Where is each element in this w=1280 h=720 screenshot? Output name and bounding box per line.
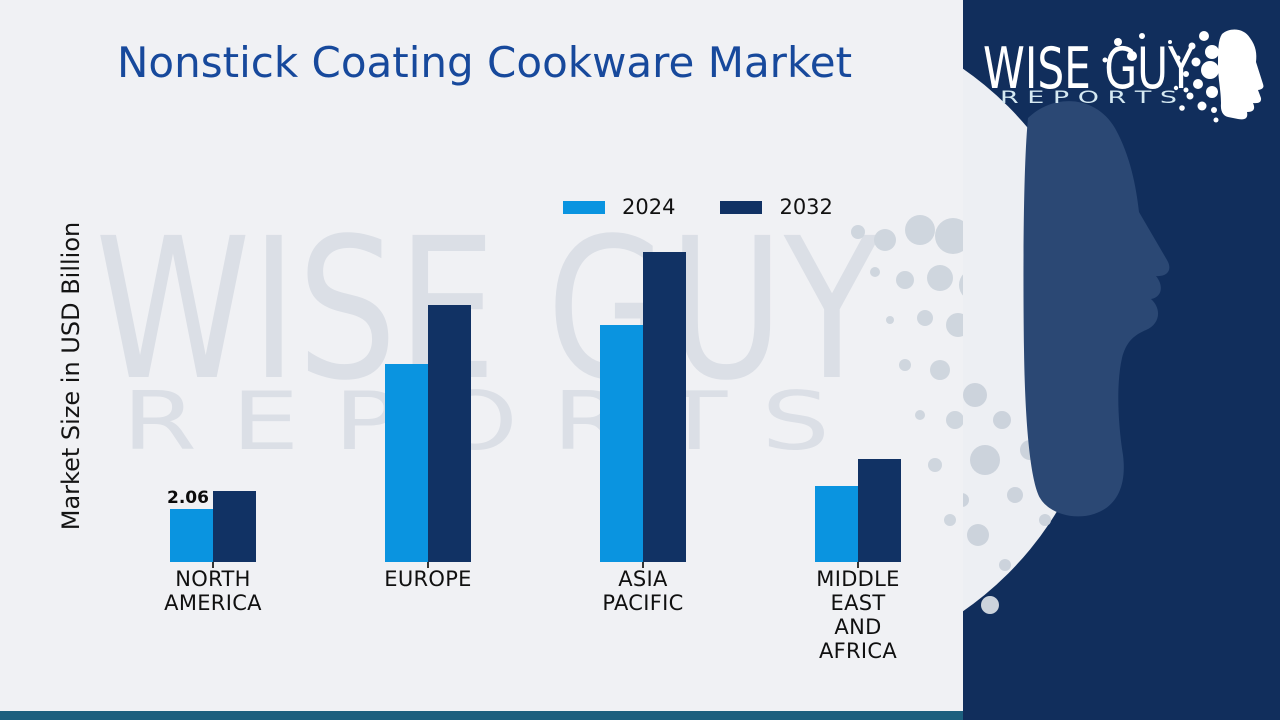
x-axis-tick xyxy=(857,562,859,568)
y-axis-label: Market Size in USD Billion xyxy=(57,221,85,531)
category-label-middle-east-and-africa: MIDDLE EAST AND AFRICA xyxy=(816,567,900,663)
bottom-accent-bar xyxy=(0,711,963,720)
category-label-north-america: NORTH AMERICA xyxy=(164,567,262,615)
legend: 2024 2032 xyxy=(563,195,878,219)
panel-face-silhouette xyxy=(1023,101,1170,517)
watermark-subtext: R E P O R T S xyxy=(122,375,830,468)
wiseguy-logo: WISE GUY R E P O R T S xyxy=(983,29,1264,123)
logo-wordmark: WISE GUY xyxy=(983,36,1194,102)
bar-2032-asia-pacific xyxy=(643,251,686,562)
panel-circle-dots xyxy=(963,383,1051,614)
category-label-europe: EUROPE xyxy=(384,567,472,591)
legend-swatch-2024 xyxy=(563,200,605,214)
bar-2024-europe xyxy=(385,363,428,562)
logo-face-icon xyxy=(1102,29,1264,123)
logo-subtext: R E P O R T S xyxy=(1000,88,1177,107)
x-axis-tick xyxy=(212,562,214,568)
bar-2032-middle-east-and-africa xyxy=(858,459,901,562)
legend-swatch-2032 xyxy=(720,200,763,214)
watermark-wordmark: WISE GUY xyxy=(95,196,881,423)
category-label-asia-pacific: ASIA PACIFIC xyxy=(602,567,684,615)
bar-2032-europe xyxy=(428,304,471,562)
legend-label-2024: 2024 xyxy=(622,195,676,219)
data-label-2.06: 2.06 xyxy=(167,487,209,508)
bar-2024-middle-east-and-africa xyxy=(815,486,858,562)
bar-2024-asia-pacific xyxy=(600,325,643,562)
x-axis-tick xyxy=(642,562,644,568)
bar-2032-north-america xyxy=(213,490,256,562)
bar-2024-north-america xyxy=(170,508,213,562)
x-axis-tick xyxy=(427,562,429,568)
page-title: Nonstick Coating Cookware Market xyxy=(117,38,853,87)
legend-label-2032: 2032 xyxy=(779,195,833,219)
